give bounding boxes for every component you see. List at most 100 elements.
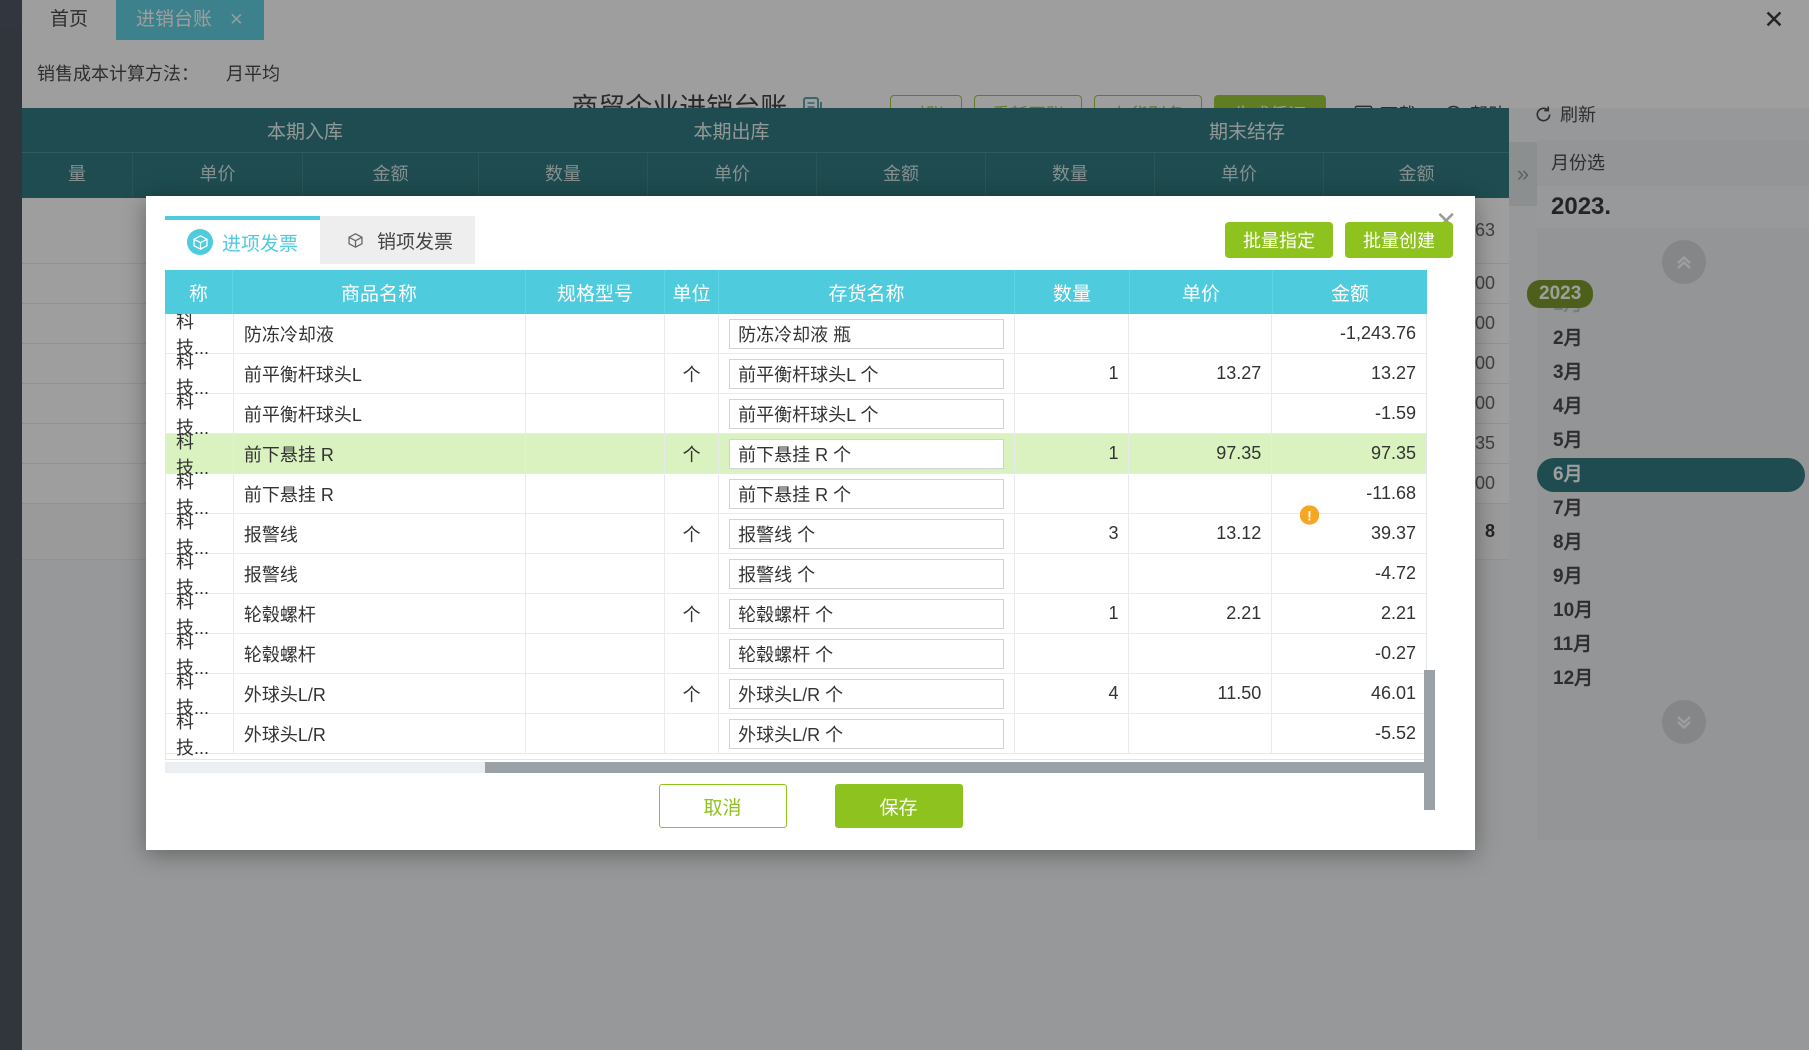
col-spec[interactable]: 规格型号 xyxy=(526,270,665,314)
cell-inventory[interactable]: 防冻冷却液 瓶! xyxy=(719,314,1319,525)
cell-qty: 4 xyxy=(1015,674,1130,713)
col-liang[interactable]: 量 xyxy=(68,164,86,184)
save-button[interactable]: 保存 xyxy=(834,784,963,828)
table-row[interactable]: 科技... 前平衡杆球头L 前平衡杆球头L 个! -1.59 xyxy=(166,392,1426,525)
inventory-input[interactable]: 报警线 个 xyxy=(729,518,1004,549)
button-batch-create[interactable]: 批量创建 xyxy=(1345,222,1453,258)
month-item-7[interactable]: 7月 xyxy=(1553,498,1583,519)
tab-output-invoice[interactable]: 销项发票 xyxy=(320,216,476,264)
col-jine-2[interactable]: 金额 xyxy=(816,152,985,197)
col-danjia-1[interactable]: 单价 xyxy=(132,152,302,197)
table-row[interactable]: 科技... 报警线 个 报警线 个! 3 13.12 39.37 xyxy=(166,505,1426,558)
table-row[interactable]: 科技... 报警线 报警线 个! -4.72 xyxy=(166,505,1426,598)
inventory-input[interactable]: 轮毂螺杆 个 xyxy=(729,638,1004,669)
month-item-6[interactable]: 6月 xyxy=(1537,458,1805,492)
tab-jinxiao-taizhang[interactable]: 进销台账 ✕ xyxy=(116,0,264,40)
month-item-2[interactable]: 2月 xyxy=(1553,328,1583,349)
tab-input-invoice-label: 进项发票 xyxy=(222,233,299,255)
inventory-input[interactable]: 外球头L/R 个 xyxy=(729,678,1004,709)
tool-refresh[interactable]: 刷新 xyxy=(1534,101,1596,127)
col-shuliang-1[interactable]: 数量 xyxy=(478,152,647,197)
month-item-8[interactable]: 8月 xyxy=(1553,532,1583,553)
cell-inventory[interactable]: 前下悬挂 R 个! xyxy=(719,434,1319,525)
col-unit[interactable]: 单位 xyxy=(665,270,719,314)
inventory-input[interactable]: 报警线 个 xyxy=(729,558,1004,589)
cell-inventory[interactable]: 外球头L/R 个! xyxy=(719,505,1319,713)
month-scroll-down-button[interactable] xyxy=(1662,700,1706,744)
col-jine-1[interactable]: 金额 xyxy=(302,152,478,197)
dialog-footer: 取消 保存 xyxy=(146,784,1475,828)
cell-inventory[interactable]: 前平衡杆球头L 个! xyxy=(719,394,1319,525)
cell-inventory[interactable]: 外球头L/R 个! xyxy=(719,505,1319,753)
grid-group-header-row: 本期入库 本期出库 期末结存 xyxy=(22,108,1509,152)
cell-spec xyxy=(526,674,666,713)
cell-product: 前下悬挂 R xyxy=(234,474,527,513)
table-row[interactable]: 科技... 前平衡杆球头L 个 前平衡杆球头L 个! 1 13.27 13.27 xyxy=(166,352,1426,525)
col-amount[interactable]: 金额 xyxy=(1330,283,1369,305)
table-row[interactable]: 科技... 外球头L/R 外球头L/R 个! -5.52 xyxy=(166,505,1426,758)
col-inventory-name[interactable]: 存货名称 xyxy=(719,270,1015,314)
inventory-input[interactable]: 轮毂螺杆 个 xyxy=(729,598,1004,629)
cell-supplier: 科技... xyxy=(166,672,234,718)
tab-input-invoice[interactable]: 进项发票 xyxy=(165,216,321,264)
inventory-input[interactable]: 防冻冷却液 瓶 xyxy=(729,318,1004,349)
inventory-input[interactable]: 前平衡杆球头L 个 xyxy=(729,358,1004,389)
vertical-scrollbar[interactable] xyxy=(1424,670,1435,810)
table-row[interactable]: 科技... 防冻冷却液 防冻冷却液 瓶! -1,243.76 xyxy=(166,314,1426,525)
col-supplier[interactable]: 称 xyxy=(165,270,233,314)
month-item-4[interactable]: 4月 xyxy=(1553,396,1583,417)
cell-supplier: 科技... xyxy=(166,592,234,638)
cell-amount: -1.59 xyxy=(1374,403,1416,423)
month-item-11[interactable]: 11月 xyxy=(1553,634,1593,655)
collapse-panel-handle[interactable]: » xyxy=(1509,142,1537,206)
cell-inventory[interactable]: 前平衡杆球头L 个! xyxy=(719,354,1319,525)
month-item-5[interactable]: 5月 xyxy=(1553,430,1583,451)
col-price[interactable]: 单价 xyxy=(1130,270,1273,314)
horizontal-scrollbar[interactable] xyxy=(165,762,1427,773)
cell-unit xyxy=(665,474,720,513)
row-amount: 00 xyxy=(1474,353,1495,373)
month-panel-year[interactable]: 2023. xyxy=(1537,186,1809,228)
month-item-12[interactable]: 12月 xyxy=(1553,668,1594,689)
cell-inventory[interactable]: 轮毂螺杆 个! xyxy=(719,505,1319,673)
month-item-9[interactable]: 9月 xyxy=(1553,566,1583,587)
button-batch-assign[interactable]: 批量指定 xyxy=(1225,222,1333,258)
table-row[interactable]: 科技... 前下悬挂 R 前下悬挂 R 个! -11.68 xyxy=(166,472,1426,525)
cancel-button[interactable]: 取消 xyxy=(658,784,787,828)
warning-icon[interactable]: ! xyxy=(1300,505,1319,525)
cell-inventory[interactable]: 报警线 个! xyxy=(719,505,1319,593)
cell-inventory[interactable]: 报警线 个! xyxy=(719,505,1319,553)
tab-home[interactable]: 首页 xyxy=(32,0,106,40)
inventory-input[interactable]: 前下悬挂 R 个 xyxy=(729,438,1004,469)
cell-qty: 3 xyxy=(1015,514,1130,553)
month-item-3[interactable]: 3月 xyxy=(1553,362,1583,383)
col-shuliang-2[interactable]: 数量 xyxy=(985,152,1154,197)
calc-method-value[interactable]: 月平均 xyxy=(226,64,281,84)
tool-refresh-label: 刷新 xyxy=(1560,105,1596,125)
inventory-value: 防冻冷却液 瓶 xyxy=(738,324,852,345)
col-jine-3[interactable]: 金额 xyxy=(1323,152,1509,197)
month-selector-panel: 月份选 2023. 2023 1月 2月 3月 4月 5月 6月 7月 8月 9… xyxy=(1527,140,1809,840)
inventory-input[interactable]: 前平衡杆球头L 个 xyxy=(729,398,1004,429)
cell-inventory[interactable]: 前下悬挂 R 个! xyxy=(719,474,1319,525)
cell-qty xyxy=(1015,554,1130,593)
inventory-input[interactable]: 前下悬挂 R 个 xyxy=(729,478,1004,509)
horizontal-scrollbar-thumb[interactable] xyxy=(485,762,1427,773)
table-row[interactable]: 科技... 前下悬挂 R 个 前下悬挂 R 个! 1 97.35 97.35 xyxy=(166,432,1426,525)
table-row[interactable]: 科技... 轮毂螺杆 个 轮毂螺杆 个! 1 2.21 2.21 xyxy=(166,505,1426,638)
table-row[interactable]: 科技... 外球头L/R 个 外球头L/R 个! 4 11.50 46.01 xyxy=(166,505,1426,718)
table-row[interactable]: 科技... 轮毂螺杆 轮毂螺杆 个! -0.27 xyxy=(166,505,1426,678)
window-close-button[interactable]: ✕ xyxy=(1739,0,1809,40)
month-item-10[interactable]: 10月 xyxy=(1553,600,1594,621)
col-danjia-2[interactable]: 单价 xyxy=(647,152,816,197)
inventory-input[interactable]: 外球头L/R 个 xyxy=(729,718,1004,749)
col-danjia-3[interactable]: 单价 xyxy=(1154,152,1323,197)
cell-spec xyxy=(526,514,666,553)
cell-amount: 39.37 xyxy=(1370,523,1416,543)
col-product-name[interactable]: 商品名称 xyxy=(233,270,526,314)
month-scroll-up-button[interactable] xyxy=(1662,240,1706,284)
col-qty[interactable]: 数量 xyxy=(1015,270,1130,314)
tab-close-icon[interactable]: ✕ xyxy=(229,10,244,29)
tab-active-label: 进销台账 xyxy=(136,9,213,30)
cell-inventory[interactable]: 轮毂螺杆 个! xyxy=(719,505,1319,633)
